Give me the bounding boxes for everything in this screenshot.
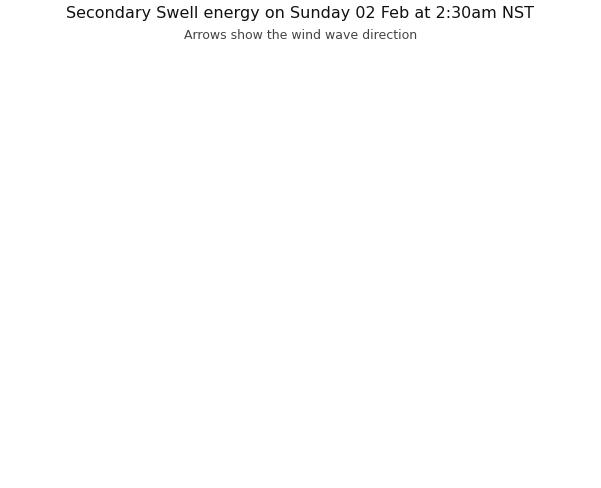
Text: Secondary Swell energy on Sunday 02 Feb at 2:30am NST: Secondary Swell energy on Sunday 02 Feb …: [67, 6, 534, 21]
Text: Arrows show the wind wave direction: Arrows show the wind wave direction: [184, 29, 417, 42]
